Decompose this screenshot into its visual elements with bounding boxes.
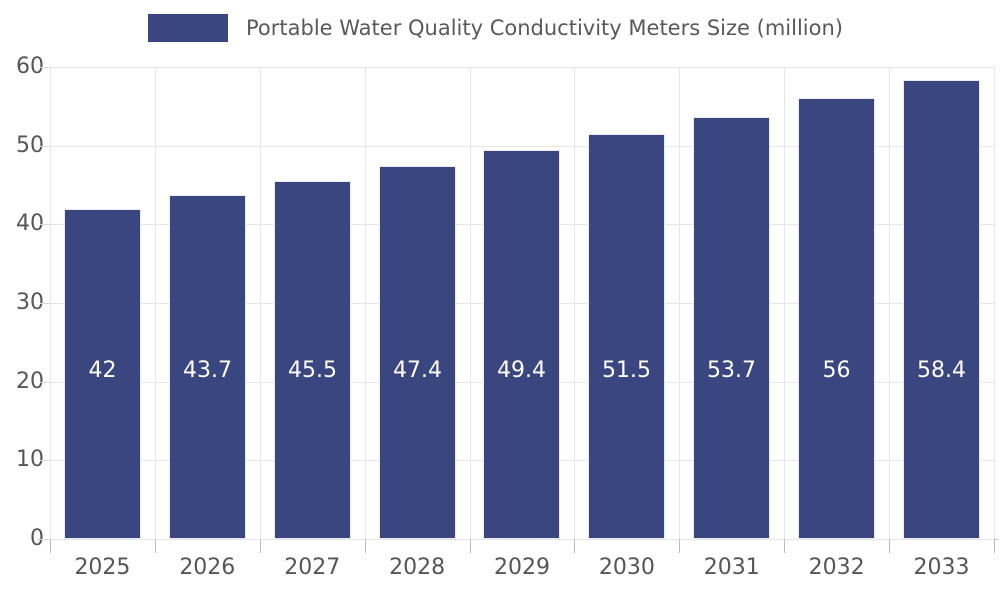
y-axis-tick [40, 224, 50, 226]
bar-value-label: 47.4 [393, 358, 442, 383]
y-axis-tick-label: 60 [16, 54, 44, 79]
bar-value-label: 43.7 [183, 358, 232, 383]
chart-legend: Portable Water Quality Conductivity Mete… [148, 12, 843, 44]
plot-area: 42 43.7 45.5 47.4 49.4 51.5 53.7 56 58.4 [38, 67, 998, 553]
gridline-horizontal [50, 539, 994, 540]
y-axis-tick-label: 20 [16, 368, 44, 394]
gridline-vertical [155, 67, 156, 539]
x-axis-tick-label: 2029 [493, 555, 550, 580]
bar-value-label: 53.7 [707, 358, 756, 383]
x-axis-tick [679, 539, 680, 553]
gridline-vertical [470, 67, 471, 539]
bar[interactable]: 47.4 [379, 166, 456, 539]
y-axis-tick [40, 145, 50, 147]
y-axis-tick [40, 460, 50, 462]
x-axis-tick [470, 539, 471, 553]
y-axis-tick [40, 303, 50, 304]
x-axis-tick [365, 539, 366, 553]
y-axis-tick-label: 40 [16, 211, 44, 237]
y-axis-tick-label: 30 [16, 290, 44, 315]
x-axis-tick [889, 539, 890, 553]
gridline-vertical [994, 67, 995, 539]
bar[interactable]: 43.7 [169, 195, 246, 539]
x-axis-tick-label: 2032 [808, 555, 865, 580]
gridline-horizontal [50, 67, 994, 68]
y-axis-tick [40, 381, 50, 383]
x-axis-tick-label: 2030 [598, 555, 655, 580]
bar[interactable]: 42 [64, 208, 141, 539]
x-axis-tick-label: 2025 [74, 555, 131, 580]
gridline-vertical [574, 67, 575, 539]
x-axis-tick [155, 539, 156, 553]
x-axis-tick-label: 2028 [389, 555, 446, 580]
gridline-vertical [889, 67, 890, 539]
bar-value-label: 58.4 [917, 358, 966, 383]
x-axis-tick [784, 539, 785, 553]
bar[interactable]: 56 [798, 98, 875, 539]
y-axis-tick [40, 67, 50, 68]
bar[interactable]: 45.5 [274, 181, 351, 539]
gridline-vertical [50, 67, 51, 539]
x-axis-tick-label: 2026 [179, 555, 236, 580]
legend-swatch-icon [148, 14, 228, 42]
legend-label: Portable Water Quality Conductivity Mete… [246, 16, 843, 40]
gridline-horizontal [50, 145, 994, 147]
bar-value-label: 51.5 [602, 358, 651, 383]
bar[interactable]: 58.4 [903, 79, 980, 539]
x-axis-tick-label: 2033 [913, 555, 970, 580]
gridline-vertical [679, 67, 680, 539]
bar-value-label: 56 [822, 358, 851, 383]
x-axis-tick-label: 2031 [703, 555, 760, 580]
y-axis-tick-label: 0 [30, 526, 44, 551]
x-axis-tick [260, 539, 261, 553]
bar-value-label: 42 [88, 358, 117, 383]
bar[interactable]: 53.7 [693, 116, 770, 539]
y-axis-tick-label: 50 [16, 132, 44, 158]
gridline-vertical [260, 67, 261, 539]
x-axis-tick [994, 539, 995, 553]
gridline-vertical [365, 67, 366, 539]
gridline-vertical [784, 67, 785, 539]
y-axis-tick-label: 10 [16, 447, 44, 473]
bar[interactable]: 51.5 [588, 133, 665, 539]
bar-value-label: 45.5 [288, 358, 337, 383]
x-axis-tick-label: 2027 [284, 555, 341, 580]
bar-value-label: 49.4 [497, 358, 546, 383]
x-axis-tick [574, 539, 575, 553]
x-axis-tick [50, 539, 51, 553]
bar[interactable]: 49.4 [483, 150, 560, 539]
y-axis-tick [40, 539, 50, 540]
y-axis-labels: 0 10 20 30 40 50 60 [0, 0, 44, 600]
